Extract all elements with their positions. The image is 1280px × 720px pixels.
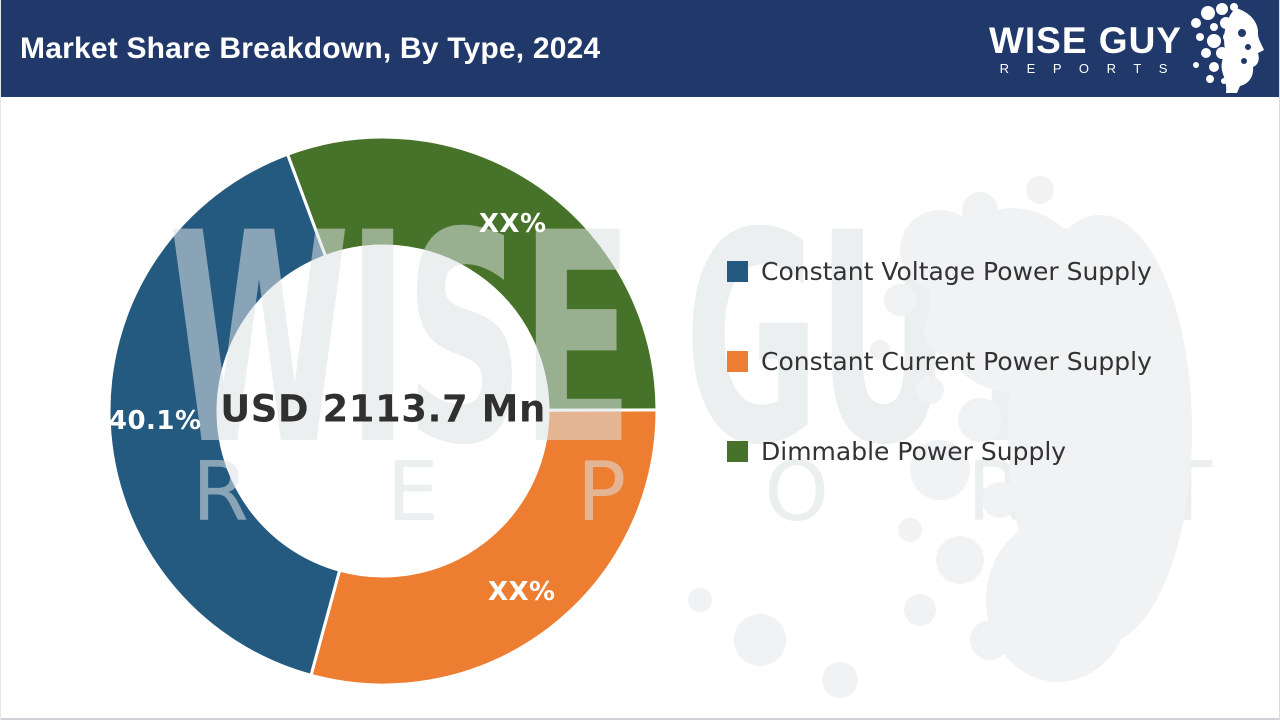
donut-slice bbox=[285, 135, 659, 412]
legend-item: Constant Voltage Power Supply bbox=[727, 256, 1152, 286]
logo-subtitle: R E P O R T S bbox=[999, 61, 1175, 76]
legend-swatch bbox=[727, 350, 748, 372]
legend-label: Dimmable Power Supply bbox=[761, 436, 1067, 466]
chart-center-value: USD 2113.7 Mn bbox=[220, 387, 546, 431]
chart-legend: Constant Voltage Power Supply Constant Cu… bbox=[727, 256, 1152, 466]
legend-item: Constant Current Power Supply bbox=[727, 346, 1152, 376]
wiseguy-logo: WISE GUY R E P O R T S bbox=[989, 2, 1268, 95]
bottom-border-line bbox=[0, 718, 1280, 720]
donut-slice bbox=[107, 152, 342, 677]
dotted-head-icon bbox=[1191, 2, 1264, 93]
legend-label: Constant Current Power Supply bbox=[761, 346, 1152, 376]
logo-wordmark: WISE GUY bbox=[988, 20, 1182, 61]
legend-swatch bbox=[727, 440, 748, 462]
page-title: Market Share Breakdown, By Type, 2024 bbox=[20, 31, 601, 65]
legend-label: Constant Voltage Power Supply bbox=[761, 256, 1152, 286]
legend-swatch bbox=[727, 260, 748, 282]
legend-item: Dimmable Power Supply bbox=[727, 436, 1152, 466]
left-border-line bbox=[0, 0, 1, 720]
header-bar: Market Share Breakdown, By Type, 2024 WI… bbox=[0, 0, 1280, 97]
donut-slice bbox=[309, 408, 659, 687]
donut-chart bbox=[107, 135, 659, 687]
wiseguy-logo-text: WISE GUY R E P O R T S bbox=[989, 22, 1182, 75]
